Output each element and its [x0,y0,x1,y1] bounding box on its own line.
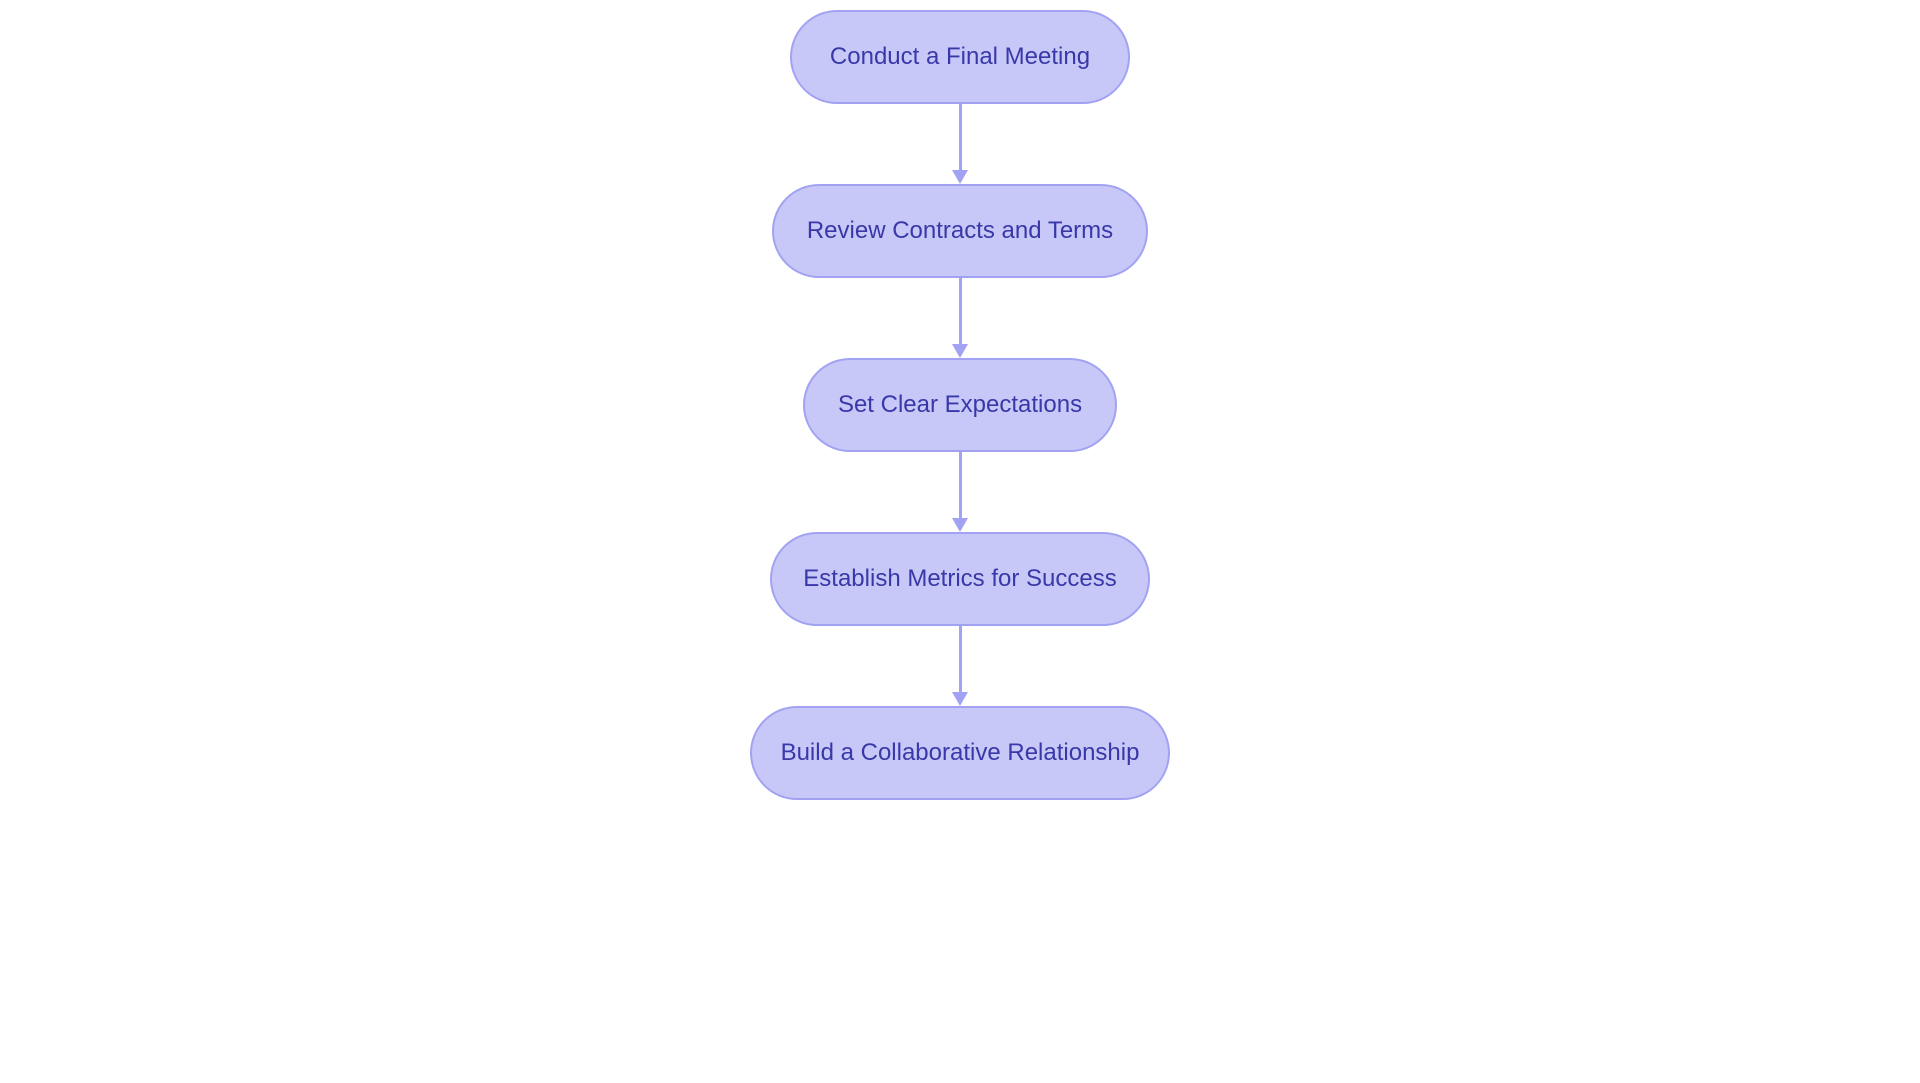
flowchart-node-n4: Establish Metrics for Success [770,532,1150,626]
flowchart-arrow [952,452,968,532]
arrow-line [959,626,962,692]
arrow-head-icon [952,170,968,184]
arrow-line [959,104,962,170]
flowchart-arrow [952,278,968,358]
flowchart-arrow [952,104,968,184]
arrow-head-icon [952,692,968,706]
flowchart-node-n1: Conduct a Final Meeting [790,10,1130,104]
node-label: Build a Collaborative Relationship [781,739,1140,767]
flowchart-arrow [952,626,968,706]
arrow-line [959,452,962,518]
arrow-head-icon [952,344,968,358]
node-label: Set Clear Expectations [838,391,1082,419]
flowchart-container: Conduct a Final Meeting Review Contracts … [750,10,1170,800]
arrow-head-icon [952,518,968,532]
node-label: Conduct a Final Meeting [830,43,1090,71]
node-label: Establish Metrics for Success [803,565,1116,593]
flowchart-node-n2: Review Contracts and Terms [772,184,1148,278]
arrow-line [959,278,962,344]
node-label: Review Contracts and Terms [807,217,1113,245]
flowchart-node-n3: Set Clear Expectations [803,358,1117,452]
flowchart-node-n5: Build a Collaborative Relationship [750,706,1170,800]
